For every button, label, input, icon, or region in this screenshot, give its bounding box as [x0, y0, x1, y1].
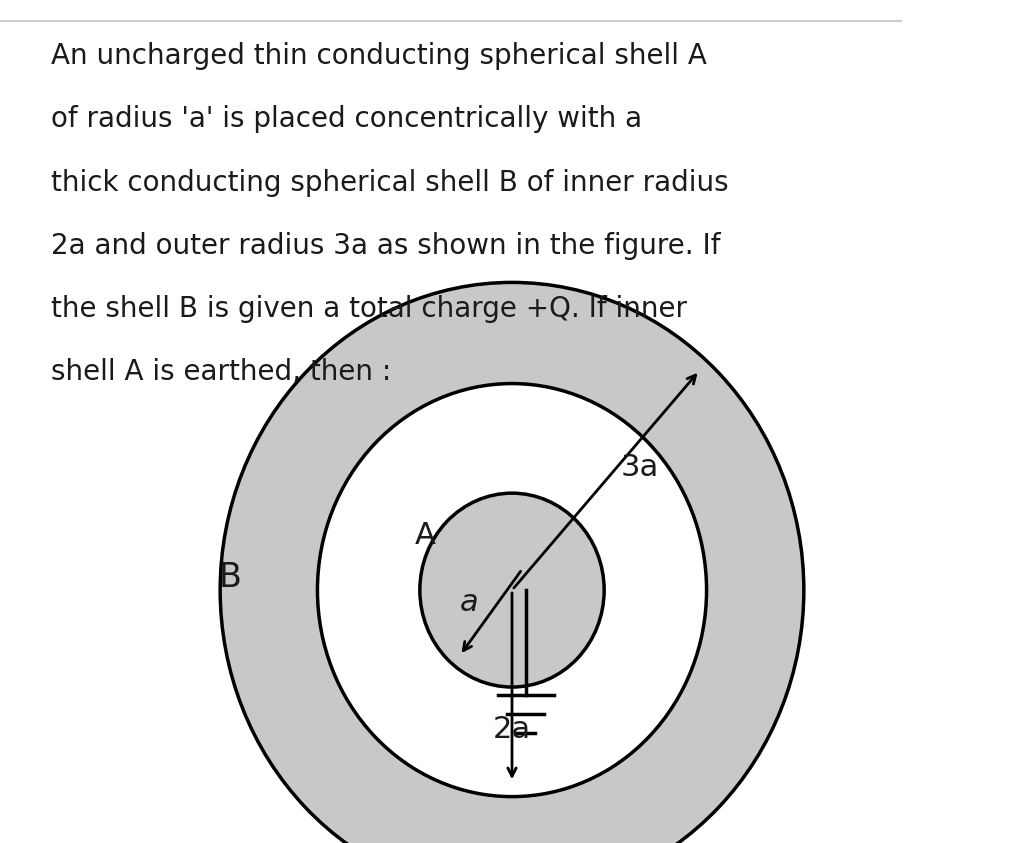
Text: A: A	[415, 521, 435, 550]
Ellipse shape	[317, 384, 707, 797]
Text: shell A is earthed, then :: shell A is earthed, then :	[51, 358, 391, 386]
Text: An uncharged thin conducting spherical shell A: An uncharged thin conducting spherical s…	[51, 42, 708, 70]
Ellipse shape	[420, 493, 604, 687]
Text: thick conducting spherical shell B of inner radius: thick conducting spherical shell B of in…	[51, 169, 729, 196]
Text: B: B	[219, 561, 242, 594]
Text: 2a: 2a	[493, 715, 531, 744]
Text: ^: ^	[959, 803, 981, 828]
Text: of radius 'a' is placed concentrically with a: of radius 'a' is placed concentrically w…	[51, 105, 642, 133]
Text: 3a: 3a	[621, 454, 659, 482]
Text: the shell B is given a total charge +Q. If inner: the shell B is given a total charge +Q. …	[51, 295, 687, 323]
Text: a: a	[460, 588, 478, 617]
Ellipse shape	[220, 282, 804, 843]
Text: 2a and outer radius 3a as shown in the figure. If: 2a and outer radius 3a as shown in the f…	[51, 232, 721, 260]
